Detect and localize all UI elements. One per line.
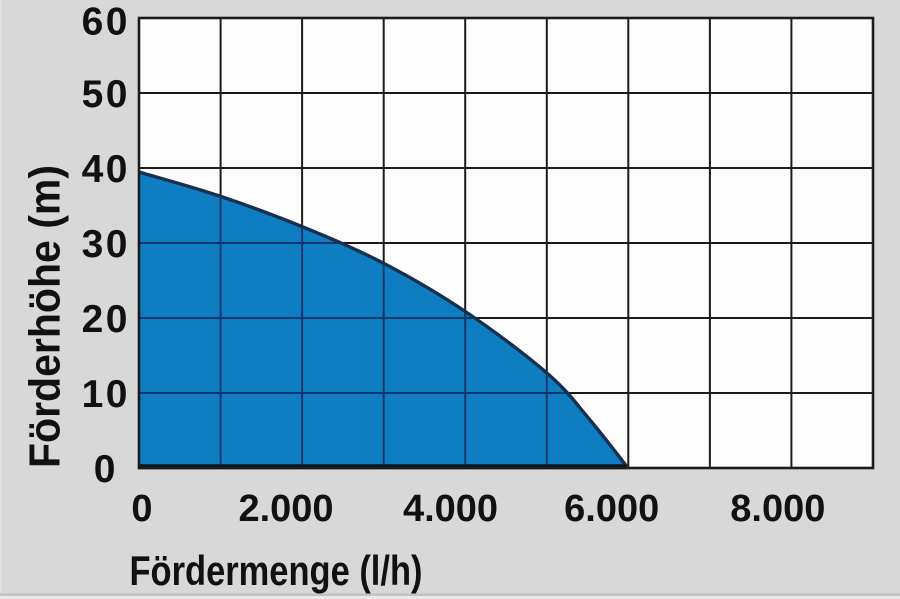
svg-text:2.000: 2.000 — [238, 488, 333, 530]
svg-text:6.000: 6.000 — [564, 488, 659, 530]
svg-text:0: 0 — [94, 448, 118, 491]
svg-text:50: 50 — [82, 73, 130, 116]
svg-text:Fördermenge (l/h): Fördermenge (l/h) — [130, 547, 423, 594]
svg-text:0: 0 — [131, 488, 152, 530]
svg-text:20: 20 — [82, 298, 130, 341]
svg-text:10: 10 — [82, 373, 130, 416]
svg-text:8.000: 8.000 — [730, 488, 825, 530]
svg-text:30: 30 — [82, 223, 130, 266]
svg-text:Förderhöhe (m): Förderhöhe (m) — [21, 165, 70, 468]
svg-text:4.000: 4.000 — [403, 488, 498, 530]
svg-text:60: 60 — [82, 1, 130, 44]
svg-text:40: 40 — [82, 148, 130, 191]
